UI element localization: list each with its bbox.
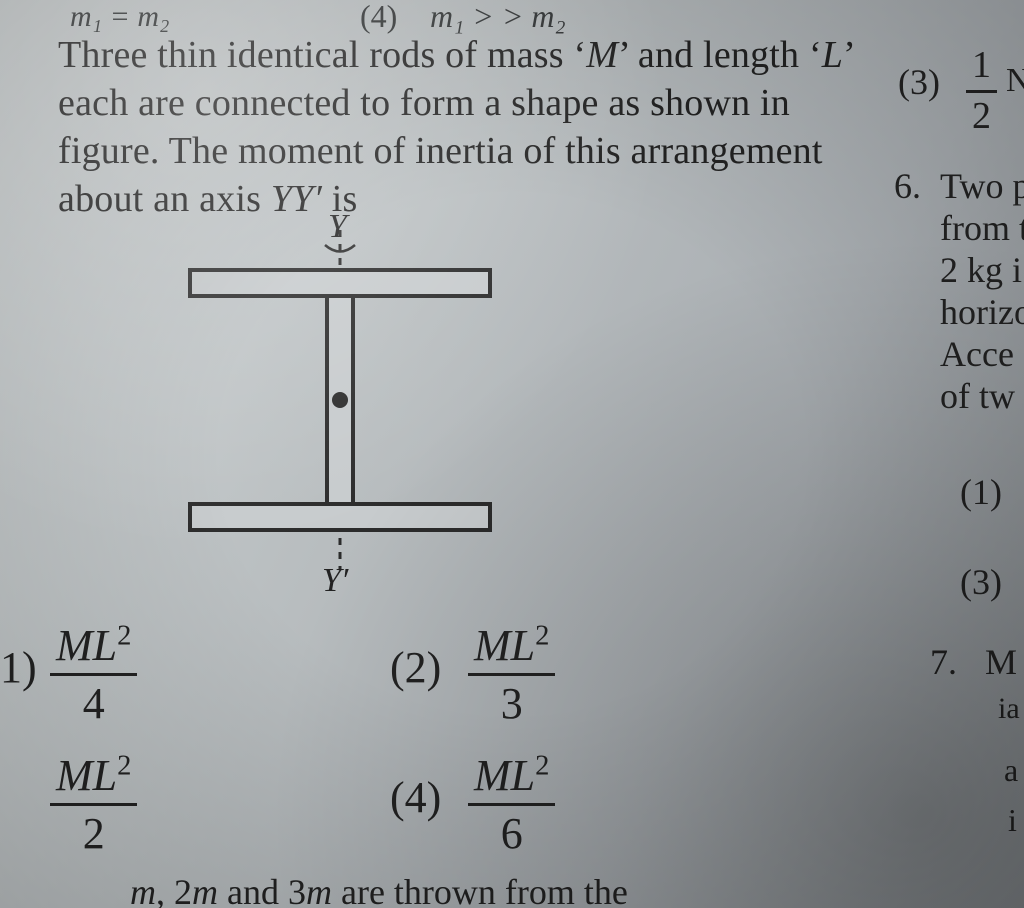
right-q6-line4: horizo xyxy=(940,290,1024,335)
figure-label-y: Y xyxy=(328,206,347,249)
figure-i-beam xyxy=(150,210,530,596)
right-opt-3: (3) xyxy=(898,60,940,105)
prev-option-num: (4) xyxy=(360,0,397,36)
right-q7-line4: i xyxy=(1008,800,1017,840)
prev-option-right: m₁ > > m₂ xyxy=(430,0,566,36)
right-q6-line6: of tw xyxy=(940,374,1015,419)
question-line-3: figure. The moment of inertia of this ar… xyxy=(58,128,823,176)
right-opt-3b: (3) xyxy=(960,560,1002,605)
right-q7-line2: ia xyxy=(998,690,1020,728)
question-line-2: each are connected to form a shape as sh… xyxy=(58,80,790,128)
option-2-frac: ML2 3 xyxy=(468,618,555,731)
option-4-frac: ML2 6 xyxy=(468,748,555,861)
right-opt-1: (1) xyxy=(960,470,1002,515)
right-opt-3-frac: 1 2 xyxy=(966,42,997,140)
bottom-partial-line: m, 2m and 3m are thrown from the xyxy=(130,870,628,908)
option-3-frac: ML2 2 xyxy=(50,748,137,861)
right-opt-3-tail: N xyxy=(1006,60,1024,103)
option-1-num: 1) xyxy=(0,640,37,695)
right-q6-num: 6. xyxy=(894,164,921,209)
option-1-frac: ML2 4 xyxy=(50,618,137,731)
right-q6-line2: from t xyxy=(940,206,1024,251)
scanned-page: m₁ = m₂ (4) m₁ > > m₂ Three thin identic… xyxy=(0,0,1024,908)
right-q7-line1: M xyxy=(985,640,1017,685)
prev-option-left: m₁ = m₂ xyxy=(70,0,169,36)
right-q7-num: 7. xyxy=(930,640,957,685)
option-2-num: (2) xyxy=(390,640,441,695)
right-q6-line1: Two pa xyxy=(940,164,1024,209)
right-q7-line3: a xyxy=(1004,750,1018,790)
option-4-num: (4) xyxy=(390,770,441,825)
question-line-1: Three thin identical rods of mass ‘M’ an… xyxy=(58,32,856,80)
figure-label-yprime: Y′ xyxy=(322,560,348,603)
right-q6-line3: 2 kg i xyxy=(940,248,1022,293)
right-q6-line5: Acce xyxy=(940,332,1014,377)
